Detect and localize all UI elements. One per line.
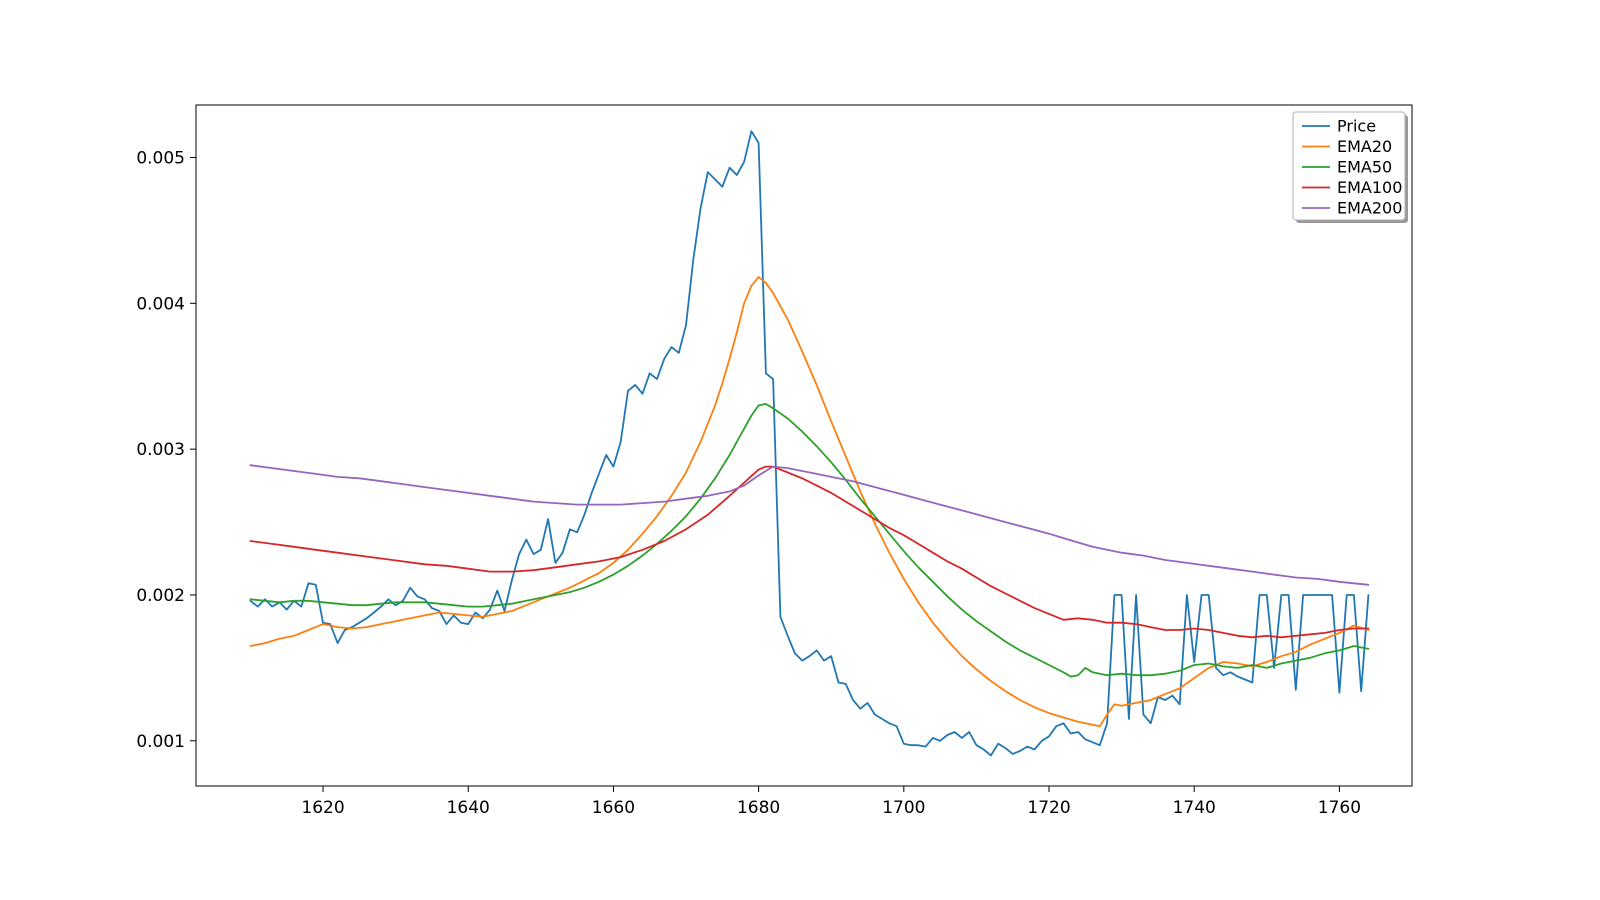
x-tick-label: 1660 [592, 798, 635, 818]
ema100-series-line [249, 465, 1370, 639]
legend-label: EMA20 [1337, 137, 1392, 156]
legend-label: EMA100 [1337, 178, 1402, 197]
x-tick-label: 1760 [1318, 798, 1361, 818]
legend-item-ema50: EMA50 [1302, 158, 1392, 177]
legend-item-ema100: EMA100 [1302, 178, 1402, 197]
ema20-series-line [249, 276, 1370, 728]
legend-label: Price [1337, 117, 1376, 136]
y-tick-label: 0.001 [136, 732, 185, 752]
legend-item-price: Price [1302, 117, 1376, 136]
legend-label: EMA50 [1337, 158, 1392, 177]
x-tick-label: 1720 [1027, 798, 1070, 818]
ema50-series-line [249, 402, 1370, 678]
legend-label: EMA200 [1337, 199, 1402, 218]
legend-item-ema20: EMA20 [1302, 137, 1392, 156]
axes-box [195, 104, 1413, 787]
y-tick-label: 0.003 [136, 440, 185, 460]
x-tick-label: 1740 [1173, 798, 1216, 818]
series-group [249, 130, 1370, 757]
price-series-line [249, 130, 1370, 757]
legend-item-ema200: EMA200 [1302, 199, 1402, 218]
y-tick-label: 0.002 [136, 586, 185, 606]
y-tick-label: 0.004 [136, 294, 185, 314]
y-tick-label: 0.005 [136, 148, 185, 168]
x-tick-label: 1640 [447, 798, 490, 818]
legend-box [1292, 111, 1406, 221]
x-tick-label: 1680 [737, 798, 780, 818]
x-tick-label: 1620 [301, 798, 344, 818]
x-tick-label: 1700 [882, 798, 925, 818]
ema200-series-line [249, 464, 1370, 586]
